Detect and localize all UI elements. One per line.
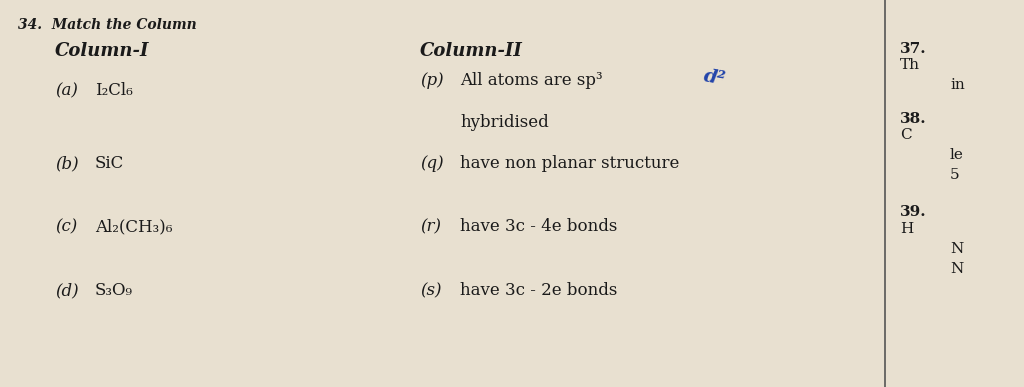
Text: (q): (q) <box>420 155 443 172</box>
Text: Al₂(CH₃)₆: Al₂(CH₃)₆ <box>95 218 172 235</box>
Text: (s): (s) <box>420 282 441 299</box>
Text: 37.: 37. <box>900 42 927 56</box>
Text: have 3c - 2e bonds: have 3c - 2e bonds <box>460 282 617 299</box>
Text: Column-II: Column-II <box>420 42 522 60</box>
Text: in: in <box>950 78 965 92</box>
Text: d²: d² <box>702 67 727 89</box>
Text: 38.: 38. <box>900 112 927 126</box>
Text: Th: Th <box>900 58 920 72</box>
Text: I₂Cl₆: I₂Cl₆ <box>95 82 133 99</box>
Text: le: le <box>950 148 964 162</box>
Text: 34.  Match the Column: 34. Match the Column <box>18 18 197 32</box>
Text: (b): (b) <box>55 155 79 172</box>
Text: N: N <box>950 262 964 276</box>
Text: have 3c - 4e bonds: have 3c - 4e bonds <box>460 218 617 235</box>
Text: Column-I: Column-I <box>55 42 150 60</box>
Text: have non planar structure: have non planar structure <box>460 155 679 172</box>
Text: (d): (d) <box>55 282 79 299</box>
Text: (c): (c) <box>55 218 77 235</box>
Text: 39.: 39. <box>900 205 927 219</box>
Text: hybridised: hybridised <box>460 114 549 131</box>
Text: (p): (p) <box>420 72 443 89</box>
Text: H: H <box>900 222 913 236</box>
Text: (a): (a) <box>55 82 78 99</box>
Text: All atoms are sp³: All atoms are sp³ <box>460 72 603 89</box>
Text: SiC: SiC <box>95 155 124 172</box>
Text: S₃O₉: S₃O₉ <box>95 282 133 299</box>
Text: N: N <box>950 242 964 256</box>
Text: C: C <box>900 128 911 142</box>
Text: 5: 5 <box>950 168 959 182</box>
Text: (r): (r) <box>420 218 441 235</box>
